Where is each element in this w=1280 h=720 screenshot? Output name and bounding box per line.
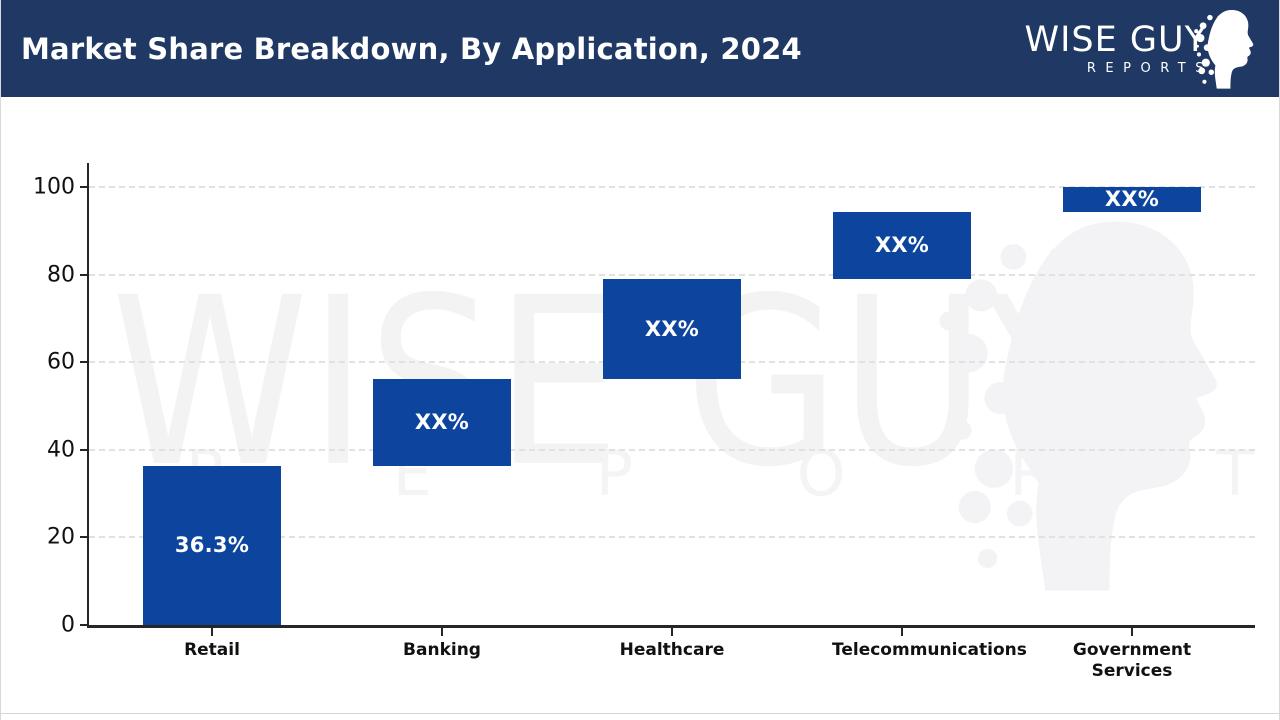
y-tick-label-100: 100: [33, 174, 75, 200]
bar-value-label: XX%: [414, 410, 470, 435]
y-tick-60: [80, 361, 89, 364]
logo-subtitle: REPORTS: [1086, 60, 1213, 76]
wise-guy-logo: WISE GUY REPORTS: [1024, 8, 1261, 90]
y-tick-label-20: 20: [47, 524, 75, 550]
y-tick-0: [80, 624, 89, 626]
y-tick-20: [80, 536, 89, 539]
chart-canvas: WISE GUY R E P O R T S 02040608010036.3%…: [1, 97, 1279, 714]
y-tick-label-60: 60: [47, 349, 75, 375]
watermark-head-icon: [939, 221, 1217, 591]
gridline-100: [89, 186, 1255, 188]
y-axis-spine: [87, 163, 89, 628]
x-category-text: Healthcare: [619, 640, 725, 660]
bar-value-label: XX%: [1104, 187, 1160, 212]
bar-healthcare: XX%: [603, 278, 741, 379]
footer-divider: [1, 713, 1279, 714]
x-category-text: Retail: [184, 640, 240, 660]
bar-retail: 36.3%: [143, 466, 281, 625]
chart-title: Market Share Breakdown, By Application, …: [21, 31, 802, 66]
bar-banking: XX%: [373, 378, 511, 466]
gridline-20: [89, 536, 1255, 539]
x-tick-0: [211, 628, 213, 636]
x-category-label: Banking: [332, 640, 552, 661]
x-axis-spine: [87, 625, 1255, 628]
gridline-40: [89, 448, 1255, 451]
x-category-label: Government Services: [1022, 640, 1242, 683]
bar-value-label: XX%: [874, 233, 930, 258]
logo-text: WISE GUY REPORTS: [1024, 19, 1207, 75]
head-dots-icon: [1194, 9, 1254, 89]
y-tick-label-40: 40: [47, 437, 75, 463]
x-category-text: Government Services: [1072, 640, 1192, 682]
x-tick-2: [671, 628, 673, 636]
logo-wordmark: WISE GUY: [1024, 19, 1207, 60]
x-category-text: Banking: [403, 640, 481, 660]
x-tick-1: [441, 628, 443, 636]
gridline-80: [89, 273, 1255, 276]
bar-government-services: XX%: [1063, 187, 1201, 212]
y-tick-40: [80, 448, 89, 451]
x-tick-4: [1131, 628, 1133, 636]
bar-value-label: XX%: [644, 316, 700, 341]
bar-value-label: 36.3%: [174, 533, 250, 558]
y-tick-100: [80, 186, 89, 188]
x-tick-3: [901, 628, 903, 636]
x-category-label: Healthcare: [562, 640, 782, 661]
x-category-label: Telecommunications: [792, 640, 1027, 661]
y-tick-label-0: 0: [61, 612, 75, 638]
x-category-label: Retail: [102, 640, 322, 661]
x-category-text: Telecommunications: [832, 640, 1027, 660]
y-tick-80: [80, 273, 89, 276]
bar-telecommunications: XX%: [833, 211, 971, 279]
y-tick-label-80: 80: [47, 262, 75, 288]
header-bar: Market Share Breakdown, By Application, …: [1, 0, 1279, 97]
